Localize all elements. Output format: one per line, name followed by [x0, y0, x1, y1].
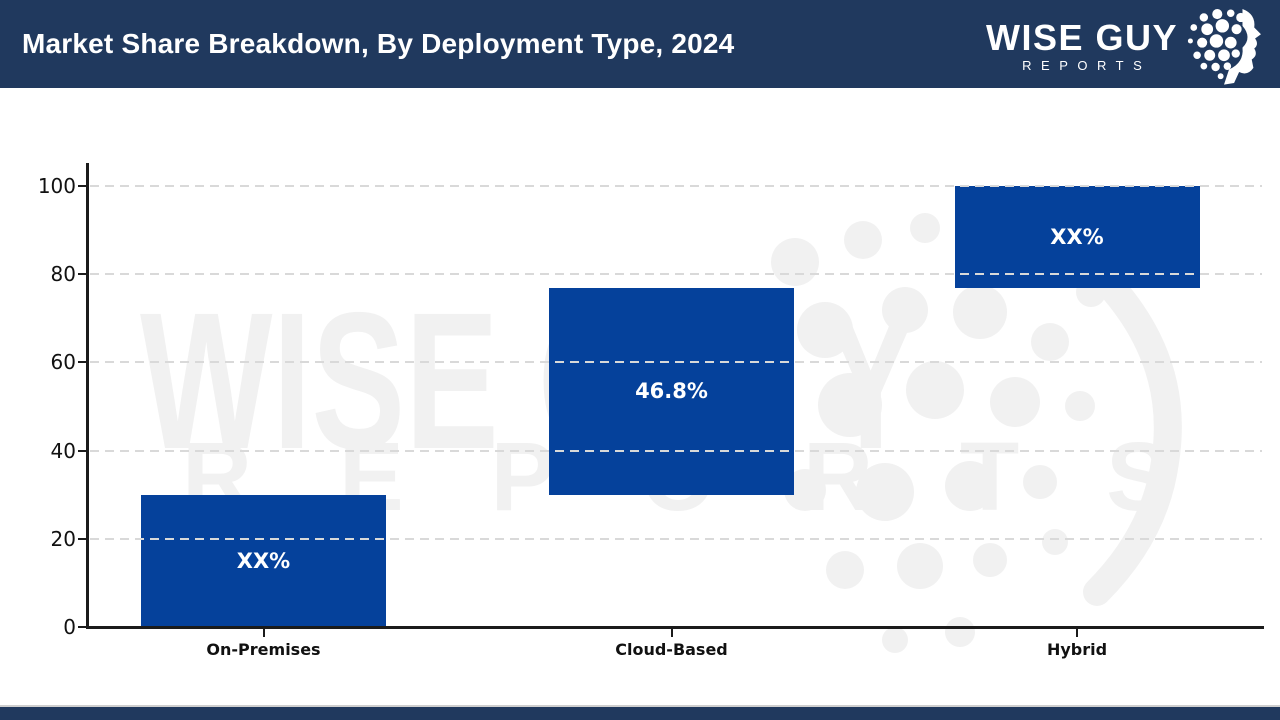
- x-category-label-cloud-based: Cloud-Based: [615, 640, 728, 659]
- y-tick-label-100: 100: [37, 174, 76, 198]
- x-category-label-hybrid: Hybrid: [1046, 640, 1108, 659]
- bar-value-label: XX%: [1050, 225, 1104, 250]
- x-tick-mark-hybrid: [1076, 628, 1078, 637]
- gridline-80: [90, 273, 1262, 276]
- bar-on-premises: XX%: [141, 494, 386, 627]
- gridline-20: [90, 537, 1262, 540]
- y-tick-label-40: 40: [50, 438, 76, 463]
- logo-text: WISE GUY REPORTS: [985, 17, 1178, 73]
- y-tick-mark-0: [78, 626, 87, 628]
- y-tick-mark-100: [78, 185, 87, 187]
- y-axis-line: [86, 163, 89, 629]
- y-tick-mark-60: [78, 361, 87, 364]
- y-tick-label-20: 20: [50, 526, 76, 551]
- y-tick-mark-40: [78, 449, 87, 452]
- chart-title: Market Share Breakdown, By Deployment Ty…: [22, 28, 735, 59]
- bar-value-label: 46.8%: [635, 379, 708, 404]
- wise-guy-reports-logo: WISE GUY REPORTS: [985, 8, 1266, 85]
- logo-subtitle: REPORTS: [1022, 58, 1152, 73]
- x-tick-mark-on-premises: [262, 628, 265, 637]
- x-axis-line: [86, 626, 1264, 629]
- y-tick-label-0: 0: [63, 615, 76, 639]
- gridline-40: [90, 449, 1262, 452]
- logo-face-icon: [1187, 9, 1261, 85]
- footer-hairline: [0, 705, 1280, 707]
- x-tick-mark-cloud-based: [670, 628, 673, 637]
- gridline-60: [90, 361, 1262, 364]
- header-band: Market Share Breakdown, By Deployment Ty…: [0, 0, 1280, 88]
- footer-band: [0, 707, 1280, 720]
- bar-cloud-based: 46.8%: [549, 288, 794, 495]
- gridline-100: [90, 185, 1262, 187]
- watermark-face-icon: [758, 209, 1182, 653]
- y-tick-mark-80: [78, 273, 87, 276]
- y-tick-mark-20: [78, 537, 87, 540]
- y-tick-label-80: 80: [50, 262, 76, 287]
- bar-value-label: XX%: [236, 548, 291, 573]
- bar-hybrid: XX%: [954, 186, 1200, 289]
- logo-wordmark: WISE GUY: [985, 17, 1178, 58]
- y-tick-label-60: 60: [50, 350, 76, 375]
- x-category-label-on-premises: On-Premises: [206, 640, 321, 659]
